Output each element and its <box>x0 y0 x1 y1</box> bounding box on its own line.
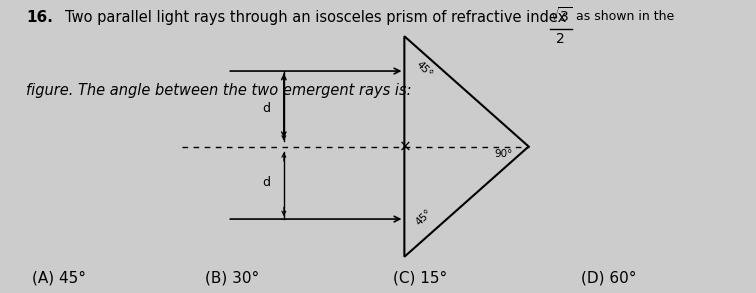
Text: (B) 30°: (B) 30° <box>205 271 259 286</box>
Text: 45°: 45° <box>414 208 434 228</box>
Text: figure. The angle between the two emergent rays is:: figure. The angle between the two emerge… <box>26 83 412 98</box>
Text: $\times$: $\times$ <box>398 139 411 154</box>
Text: 2: 2 <box>556 32 565 46</box>
Text: 90°: 90° <box>494 149 513 159</box>
Text: d: d <box>262 176 271 189</box>
Text: (D) 60°: (D) 60° <box>581 271 637 286</box>
Text: 16.: 16. <box>26 10 53 25</box>
Text: 45°: 45° <box>414 59 434 80</box>
Text: (C) 15°: (C) 15° <box>393 271 448 286</box>
Text: d: d <box>262 102 271 115</box>
Text: (A) 45°: (A) 45° <box>32 271 85 286</box>
Text: Two parallel light rays through an isosceles prism of refractive index: Two parallel light rays through an isosc… <box>66 10 567 25</box>
Text: $\sqrt{3}$: $\sqrt{3}$ <box>550 6 572 25</box>
Text: as shown in the: as shown in the <box>576 10 674 23</box>
